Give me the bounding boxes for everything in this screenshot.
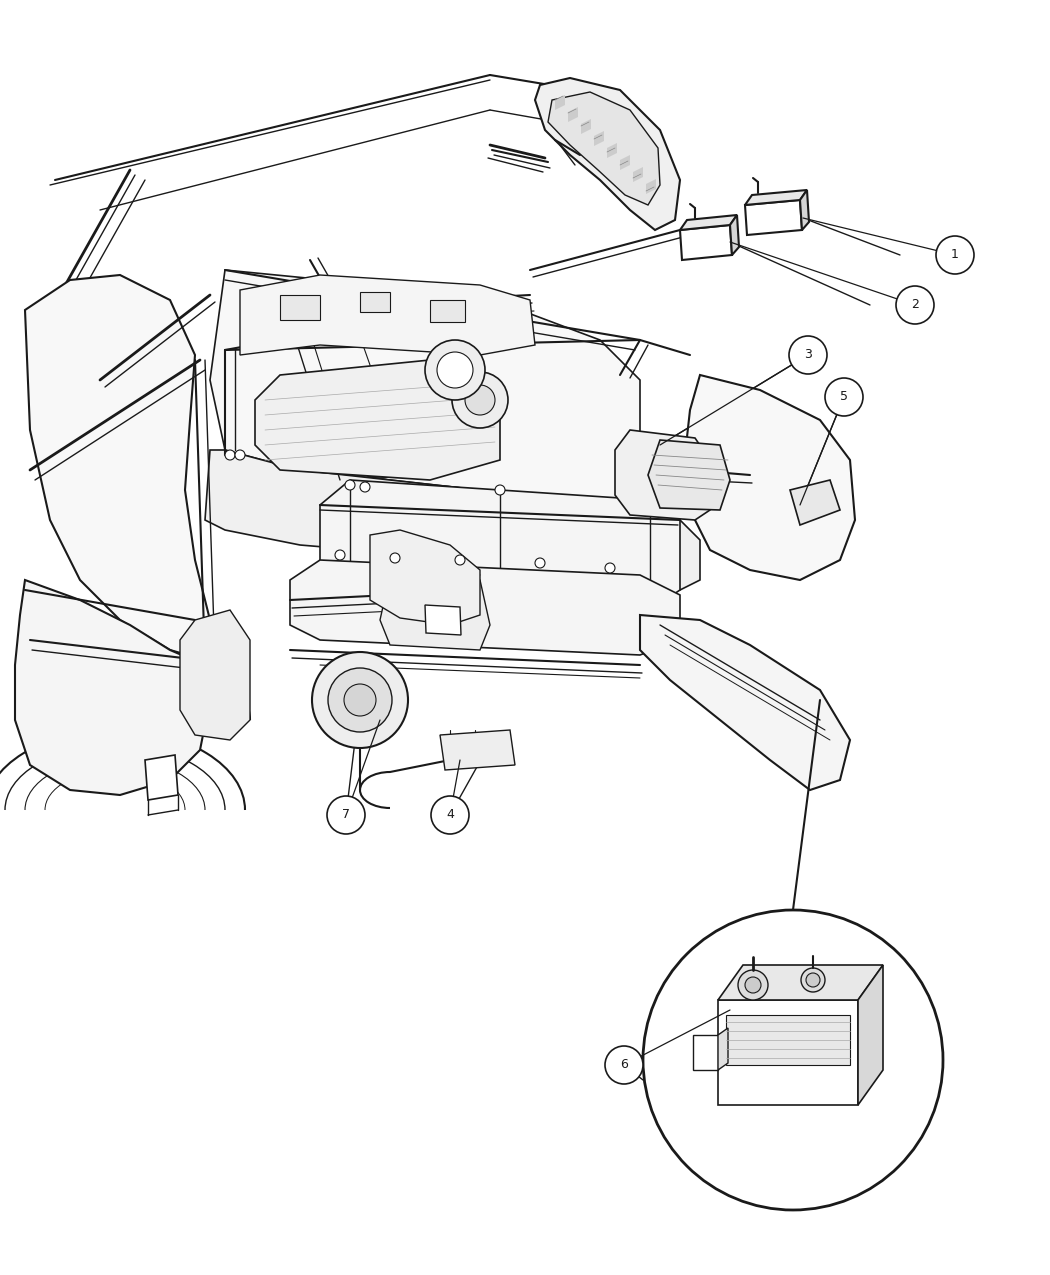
Polygon shape [255, 360, 500, 479]
Text: 3: 3 [804, 348, 812, 362]
Polygon shape [430, 300, 465, 323]
Polygon shape [370, 530, 480, 625]
Circle shape [235, 450, 245, 460]
Circle shape [465, 385, 495, 414]
Circle shape [825, 377, 863, 416]
Circle shape [455, 555, 465, 565]
Polygon shape [240, 275, 536, 354]
Circle shape [536, 558, 545, 567]
Circle shape [605, 564, 615, 572]
Polygon shape [680, 215, 737, 230]
Polygon shape [380, 575, 490, 650]
Text: 1: 1 [951, 249, 959, 261]
Circle shape [360, 482, 370, 492]
Polygon shape [693, 1035, 718, 1070]
Circle shape [335, 550, 345, 560]
Polygon shape [646, 179, 656, 194]
Circle shape [495, 484, 505, 495]
Polygon shape [746, 200, 802, 235]
Circle shape [643, 910, 943, 1210]
Polygon shape [536, 78, 680, 230]
Polygon shape [746, 190, 807, 205]
Polygon shape [280, 295, 320, 320]
Circle shape [746, 977, 761, 993]
Text: 6: 6 [621, 1058, 628, 1071]
Circle shape [225, 450, 235, 460]
Polygon shape [425, 606, 461, 635]
Circle shape [328, 668, 392, 732]
Polygon shape [594, 131, 604, 147]
Circle shape [801, 968, 825, 992]
Text: 5: 5 [840, 390, 848, 403]
Circle shape [896, 286, 934, 324]
Polygon shape [858, 965, 883, 1105]
Circle shape [605, 1046, 643, 1084]
Polygon shape [290, 560, 680, 655]
Polygon shape [718, 1000, 858, 1105]
Polygon shape [680, 224, 732, 260]
Polygon shape [633, 167, 643, 182]
Polygon shape [607, 143, 617, 158]
Polygon shape [640, 615, 850, 790]
Polygon shape [360, 292, 390, 312]
Text: 7: 7 [342, 808, 350, 821]
Circle shape [452, 372, 508, 428]
Polygon shape [790, 479, 840, 525]
Text: 2: 2 [911, 298, 919, 311]
Text: 4: 4 [446, 808, 454, 821]
Polygon shape [320, 479, 680, 609]
Circle shape [936, 236, 974, 274]
Polygon shape [555, 96, 565, 110]
Circle shape [358, 418, 402, 462]
Circle shape [390, 553, 400, 564]
Circle shape [806, 973, 820, 987]
Polygon shape [685, 375, 855, 580]
Polygon shape [205, 450, 700, 590]
Circle shape [430, 796, 469, 834]
Polygon shape [180, 609, 250, 739]
Polygon shape [548, 92, 660, 205]
Polygon shape [730, 215, 739, 255]
Polygon shape [800, 190, 808, 230]
Polygon shape [718, 965, 883, 1000]
Circle shape [437, 352, 472, 388]
Circle shape [344, 683, 376, 717]
Polygon shape [15, 580, 210, 796]
Polygon shape [568, 107, 578, 122]
Polygon shape [440, 731, 514, 770]
Polygon shape [648, 440, 730, 510]
Polygon shape [25, 275, 210, 660]
Circle shape [789, 337, 827, 374]
Circle shape [312, 652, 408, 748]
Circle shape [327, 796, 365, 834]
Circle shape [738, 970, 768, 1000]
Circle shape [345, 479, 355, 490]
Circle shape [372, 432, 388, 448]
Polygon shape [718, 1028, 728, 1070]
Polygon shape [210, 270, 640, 510]
Polygon shape [615, 430, 710, 520]
Polygon shape [145, 755, 178, 799]
Polygon shape [726, 1015, 851, 1065]
Circle shape [425, 340, 485, 400]
Polygon shape [581, 119, 591, 134]
Circle shape [342, 402, 418, 478]
Polygon shape [620, 156, 630, 170]
